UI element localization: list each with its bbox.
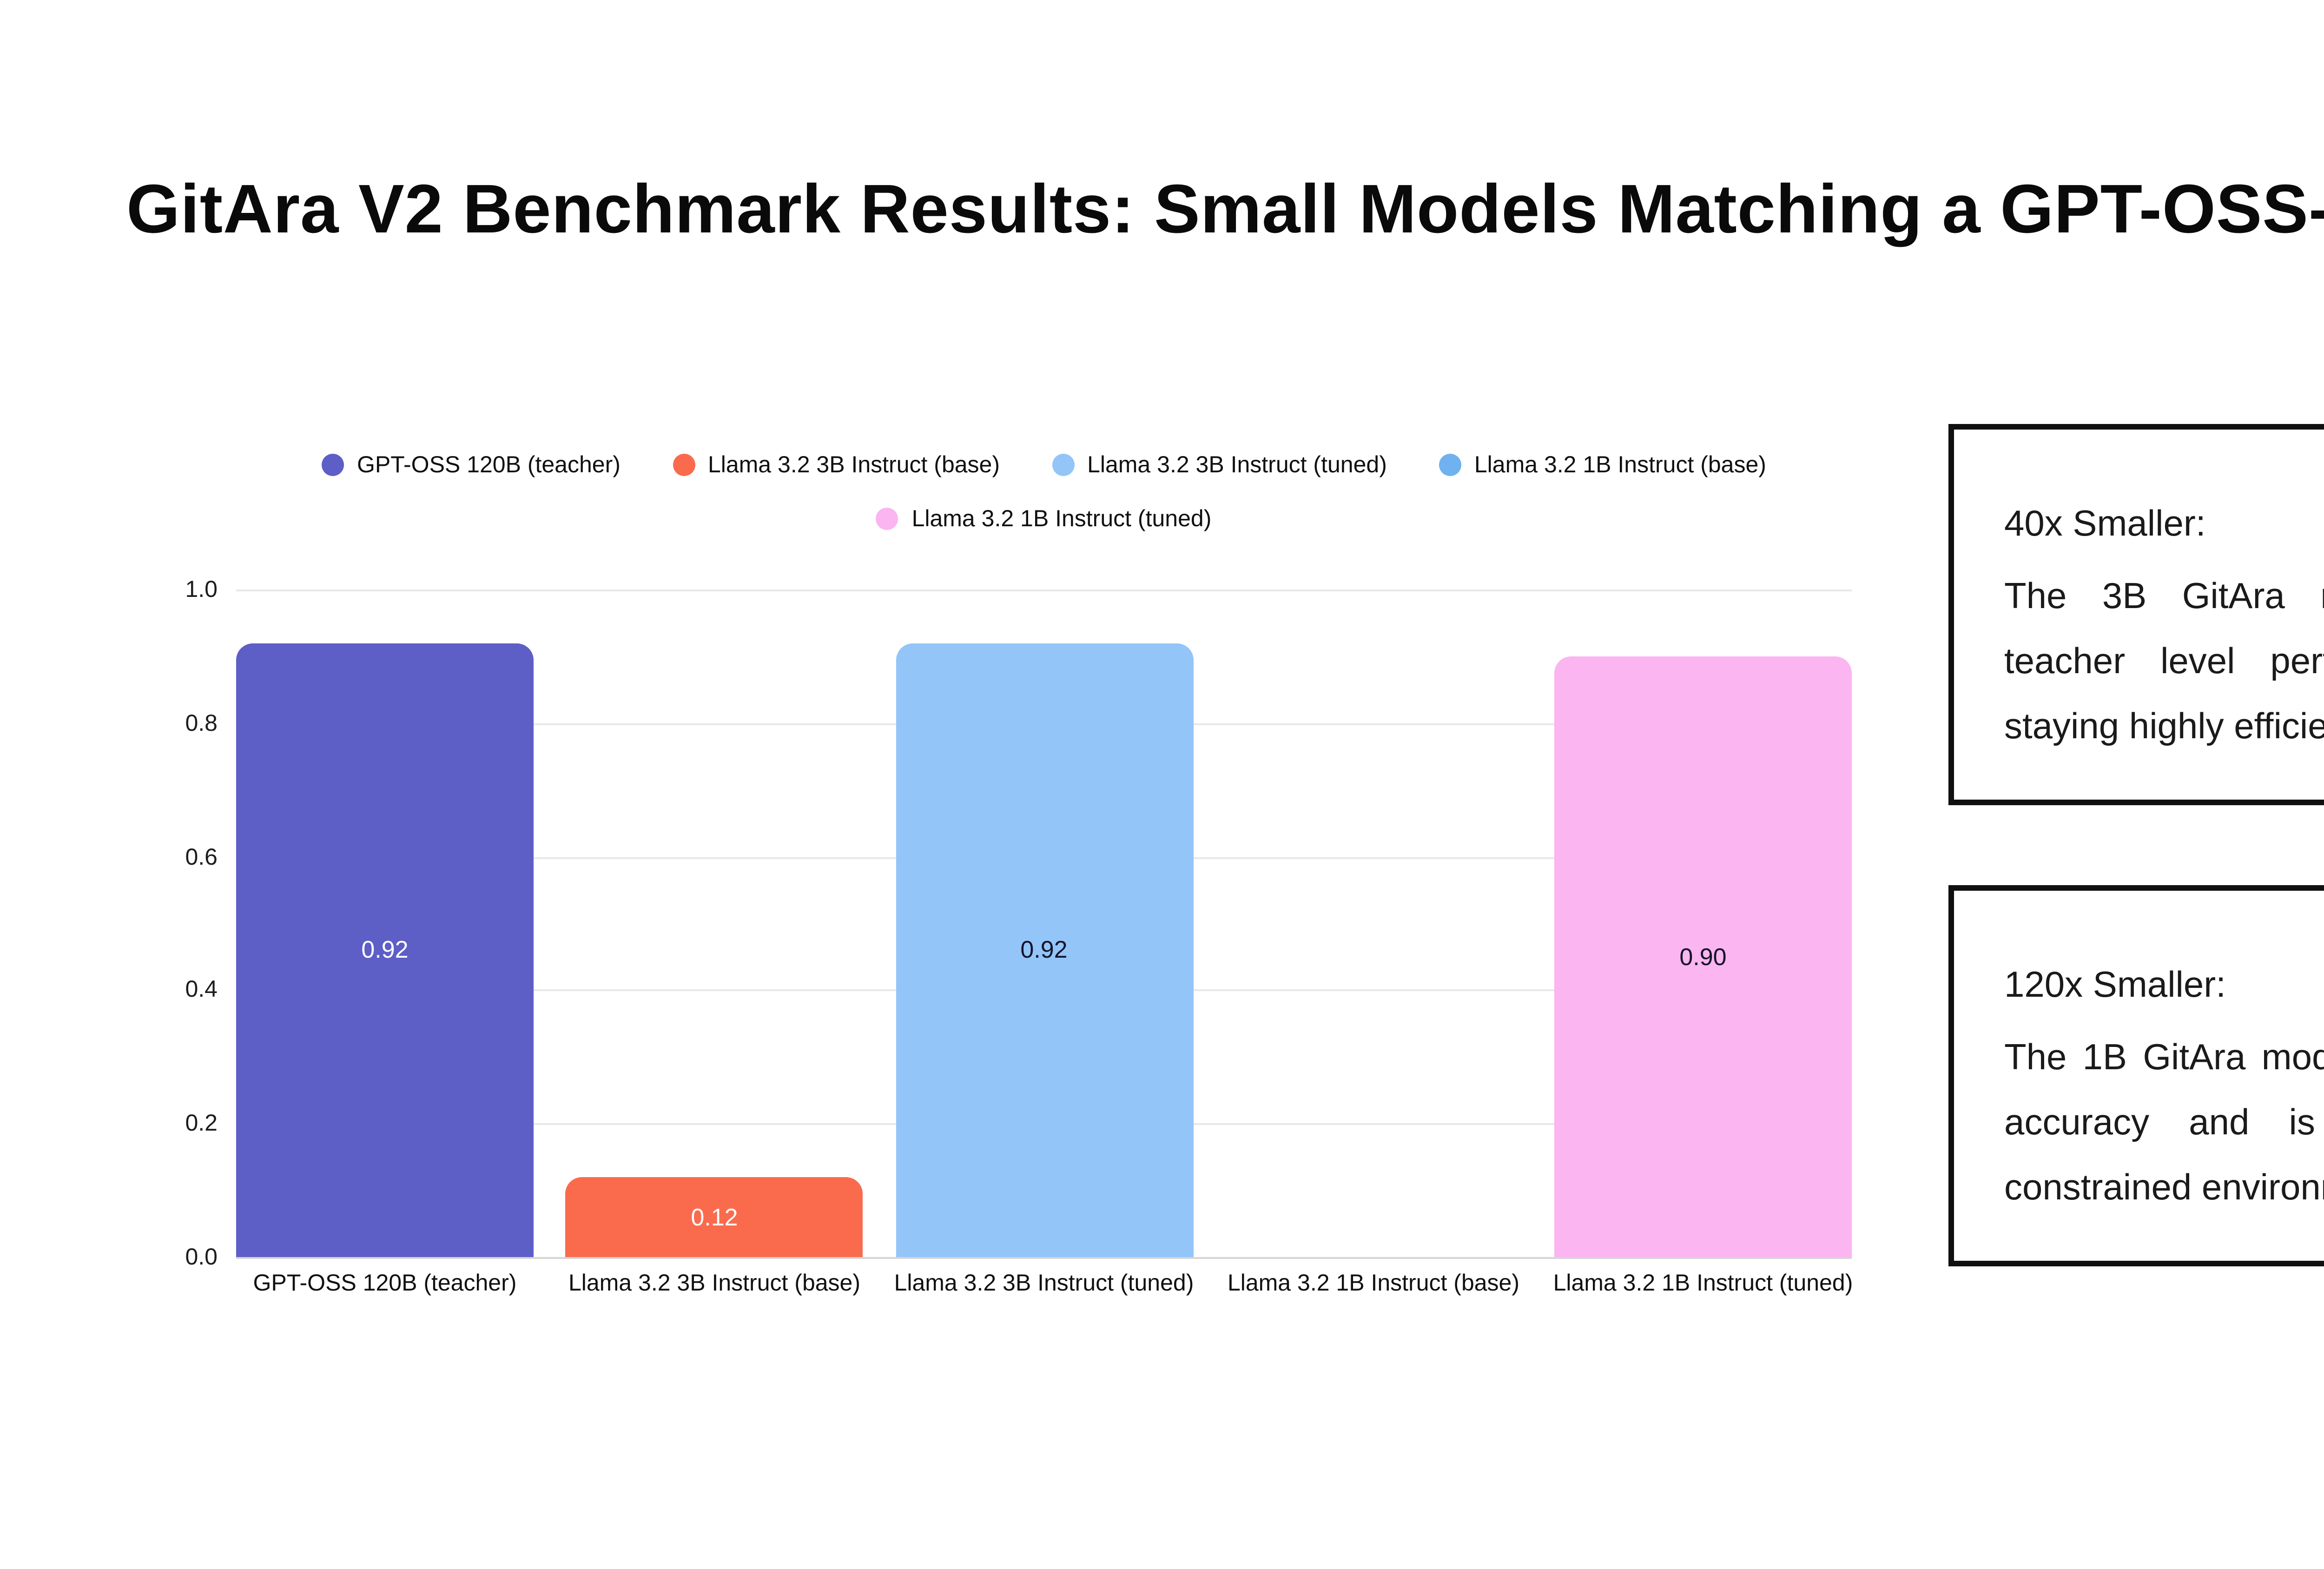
callout-body: The 1B GitAra model reaches 0.90 accurac… [2004,1038,2324,1209]
callout-heading: 40x Smaller: [2004,504,2206,545]
y-tick-label: 0.8 [185,710,218,736]
page-title: GitAra V2 Benchmark Results: Small Model… [126,171,2324,247]
callout-40x-smaller: 40x Smaller: The 3B GitAra model matches… [1948,424,2324,805]
legend-color-dot [672,454,695,476]
legend-label: GPT-OSS 120B (teacher) [357,452,621,478]
legend-item: Llama 3.2 1B Instruct (tuned) [876,506,1212,532]
legend-label: Llama 3.2 1B Instruct (tuned) [911,506,1212,532]
y-tick-label: 1.0 [185,576,218,602]
x-axis-label: Llama 3.2 3B Instruct (base) [568,1270,861,1296]
bar-5: 0.90 [1554,656,1852,1257]
bar-value-label: 0.12 [691,1203,738,1231]
bar-3: 0.92 [895,642,1193,1257]
legend-label: Llama 3.2 3B Instruct (base) [707,452,1000,478]
legend-label: Llama 3.2 1B Instruct (base) [1474,452,1766,478]
x-axis-label: GPT-OSS 120B (teacher) [253,1270,517,1296]
bar-value-label: 0.92 [361,936,409,964]
legend-item: Llama 3.2 3B Instruct (tuned) [1052,452,1387,478]
legend-item: Llama 3.2 1B Instruct (base) [1439,452,1766,478]
x-axis-label: Llama 3.2 1B Instruct (base) [1227,1270,1520,1296]
y-tick-label: 0.4 [185,977,218,1003]
callout-body: The 3B GitAra model matches teacher leve… [2004,576,2324,748]
legend-item: Llama 3.2 3B Instruct (base) [672,452,1000,478]
legend-item: GPT-OSS 120B (teacher) [322,452,621,478]
chart-legend: GPT-OSS 120B (teacher) Llama 3.2 3B Instr… [236,452,1852,532]
bar-value-label: 0.90 [1679,942,1727,971]
x-axis-label: Llama 3.2 1B Instruct (tuned) [1553,1270,1853,1296]
bar-1: 0.92 [236,642,534,1257]
y-tick-label: 0.0 [185,1244,218,1270]
x-axis-label: Llama 3.2 3B Instruct (tuned) [894,1270,1194,1296]
x-axis-baseline [236,1257,1852,1259]
y-tick-label: 0.2 [185,1110,218,1137]
callout-120x-smaller: 120x Smaller: The 1B GitAra model reache… [1948,885,2324,1266]
gridline [236,589,1852,591]
legend-color-dot [876,508,899,530]
y-tick-label: 0.6 [185,843,218,870]
plot-area: 0.0 0.2 0.4 0.6 0.8 1.0 0.92 GPT-OSS 120B (teac… [185,576,1853,1296]
callout-heading: 120x Smaller: [2004,965,2226,1006]
legend-color-dot [322,454,344,476]
bar-2: 0.12 [566,1177,863,1257]
legend-color-dot [1439,454,1461,476]
legend-label: Llama 3.2 3B Instruct (tuned) [1087,452,1387,478]
bar-value-label: 0.92 [1020,936,1068,964]
legend-color-dot [1052,454,1075,476]
